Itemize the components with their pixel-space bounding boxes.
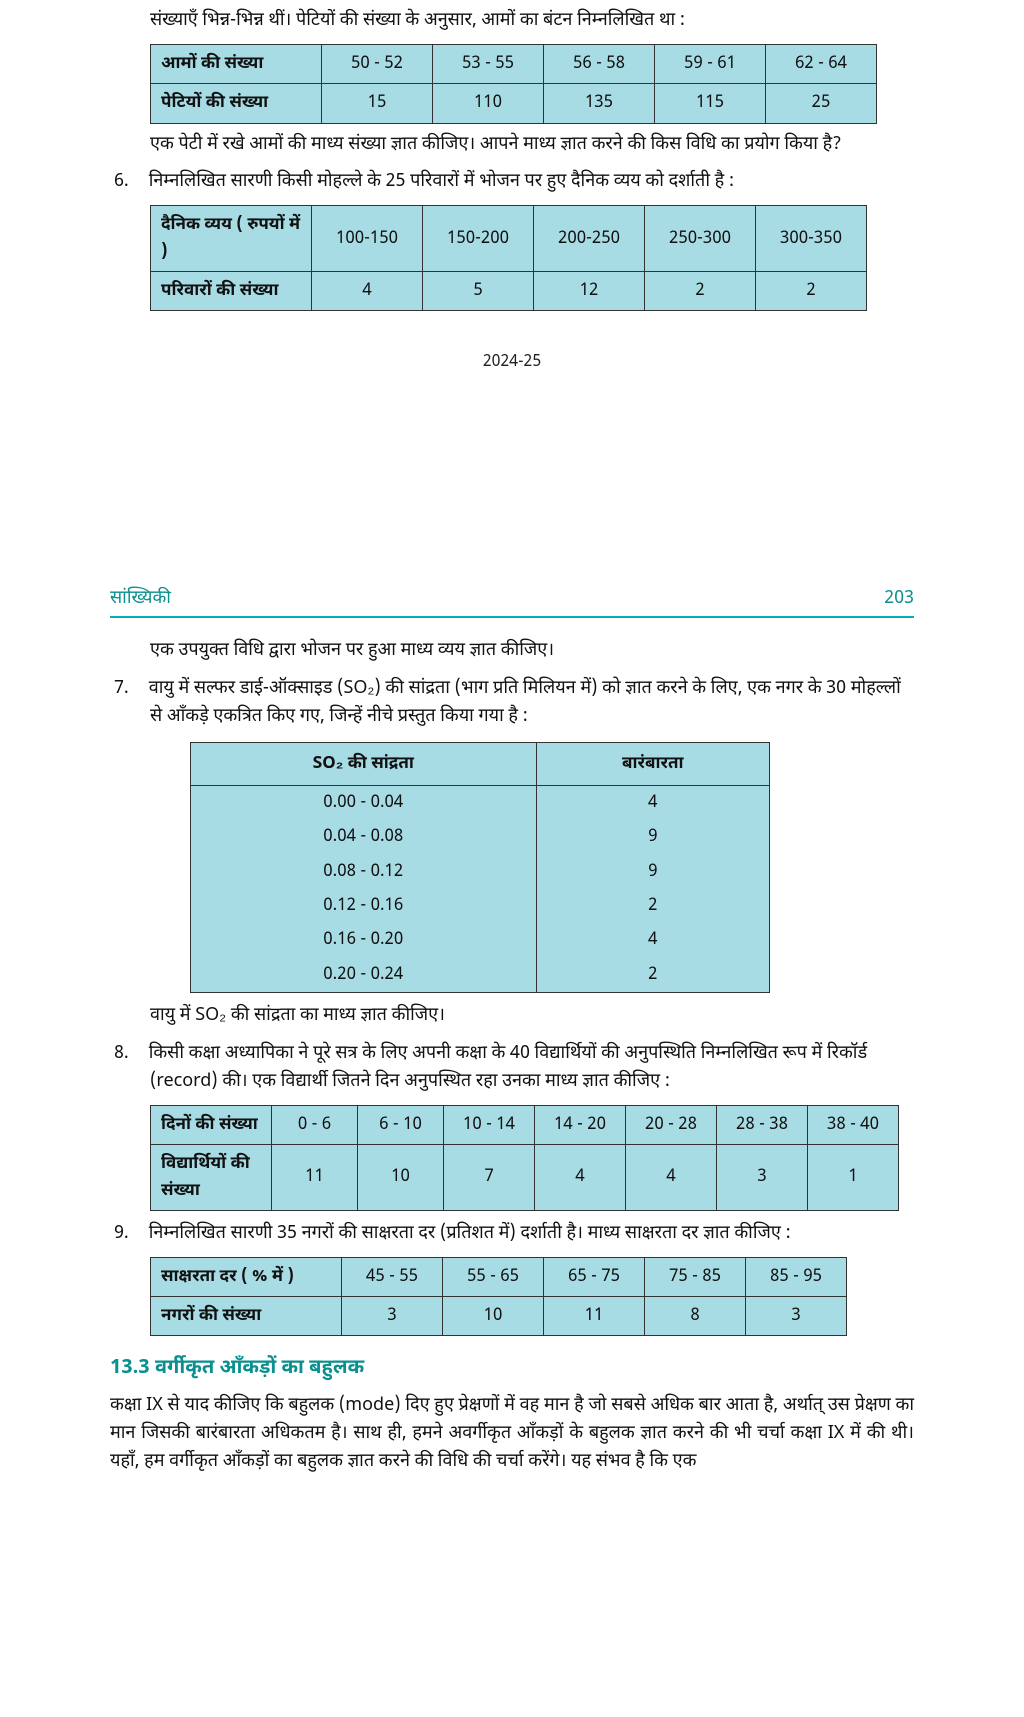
q9-number: 9.: [114, 1221, 144, 1249]
table-cell: 20 - 28: [626, 1105, 717, 1144]
table-cell: 7: [444, 1145, 535, 1211]
table-cell: 12: [534, 272, 645, 311]
q6-table: दैनिक व्यय ( रुपयों में ) 100-150 150-20…: [150, 205, 867, 311]
table-cell: 4: [312, 272, 423, 311]
q8-row1-head: दिनों की संख्या: [151, 1105, 272, 1144]
table-cell: 3: [746, 1297, 847, 1336]
table-cell: 28 - 38: [717, 1105, 808, 1144]
q6-number: 6.: [114, 169, 144, 197]
table-cell: 9: [536, 820, 769, 854]
q9-table: साक्षरता दर ( % में ) 45 - 55 55 - 65 65…: [150, 1257, 847, 1337]
table-cell: 45 - 55: [342, 1257, 443, 1296]
table-cell: 65 - 75: [544, 1257, 645, 1296]
table-cell: 0 - 6: [272, 1105, 358, 1144]
table-cell: 110: [433, 84, 544, 123]
q8-row2-head: विद्यार्थियों की संख्या: [151, 1145, 272, 1211]
header-right: 203: [884, 586, 914, 614]
table-cell: 4: [536, 786, 769, 821]
mango-row2-head: पेटियों की संख्या: [151, 84, 322, 123]
table-cell: 3: [342, 1297, 443, 1336]
table-cell: 11: [272, 1145, 358, 1211]
table-cell: 15: [322, 84, 433, 123]
page-header: सांख्यिकी 203: [110, 586, 914, 618]
table-cell: 150-200: [423, 206, 534, 272]
mango-row1-head: आमों की संख्या: [151, 44, 322, 83]
q6-row2-head: परिवारों की संख्या: [151, 272, 312, 311]
table-cell: 3: [717, 1145, 808, 1211]
q8-table: दिनों की संख्या 0 - 6 6 - 10 10 - 14 14 …: [150, 1105, 899, 1211]
mango-table: आमों की संख्या 50 - 52 53 - 55 56 - 58 5…: [150, 44, 877, 124]
table-cell: 10 - 14: [444, 1105, 535, 1144]
table-cell: 56 - 58: [544, 44, 655, 83]
table-cell: 53 - 55: [433, 44, 544, 83]
table-cell: 0.20 - 0.24: [191, 958, 537, 993]
table-cell: 4: [535, 1145, 626, 1211]
table-cell: 2: [645, 272, 756, 311]
table-cell: 0.08 - 0.12: [191, 855, 537, 889]
table-cell: 250-300: [645, 206, 756, 272]
table-cell: 0.00 - 0.04: [191, 786, 537, 821]
table-cell: 14 - 20: [535, 1105, 626, 1144]
table-cell: 75 - 85: [645, 1257, 746, 1296]
q6-after-text: एक उपयुक्त विधि द्वारा भोजन पर हुआ माध्य…: [150, 638, 914, 666]
q9-row2-head: नगरों की संख्या: [151, 1297, 342, 1336]
header-left: सांख्यिकी: [110, 586, 171, 614]
table-cell: 100-150: [312, 206, 423, 272]
q7-text: वायु में सल्फर डाई-ऑक्साइड (SO₂) की सांद…: [149, 678, 901, 729]
q8-number: 8.: [114, 1041, 144, 1069]
q7-head2: बारंबारता: [536, 742, 769, 785]
table-cell: 9: [536, 855, 769, 889]
q9-text: निम्नलिखित सारणी 35 नगरों की साक्षरता दर…: [149, 1223, 791, 1246]
q6-row1-head: दैनिक व्यय ( रुपयों में ): [151, 206, 312, 272]
table-cell: 11: [544, 1297, 645, 1336]
table-cell: 135: [544, 84, 655, 123]
table-cell: 5: [423, 272, 534, 311]
q7-head1: SO₂ की सांद्रता: [191, 742, 537, 785]
table-cell: 0.04 - 0.08: [191, 820, 537, 854]
table-cell: 200-250: [534, 206, 645, 272]
table-cell: 4: [626, 1145, 717, 1211]
table-cell: 6 - 10: [358, 1105, 444, 1144]
q7-number: 7.: [114, 676, 144, 704]
table-cell: 10: [443, 1297, 544, 1336]
table-cell: 85 - 95: [746, 1257, 847, 1296]
q9-row1-head: साक्षरता दर ( % में ): [151, 1257, 342, 1296]
table-cell: 62 - 64: [766, 44, 877, 83]
table-cell: 2: [536, 889, 769, 923]
q8-text: किसी कक्षा अध्यापिका ने पूरे सत्र के लिए…: [149, 1043, 867, 1094]
table-cell: 2: [536, 958, 769, 993]
table-cell: 4: [536, 923, 769, 957]
table-cell: 10: [358, 1145, 444, 1211]
table-cell: 25: [766, 84, 877, 123]
mango-after-text: एक पेटी में रखे आमों की माध्य संख्या ज्ञ…: [150, 132, 914, 160]
section-body: कक्षा IX से याद कीजिए कि बहुलक (mode) दि…: [110, 1393, 914, 1477]
q6-text: निम्नलिखित सारणी किसी मोहल्ले के 25 परिव…: [149, 171, 735, 194]
table-cell: 1: [808, 1145, 899, 1211]
table-cell: 0.16 - 0.20: [191, 923, 537, 957]
table-cell: 115: [655, 84, 766, 123]
table-cell: 55 - 65: [443, 1257, 544, 1296]
section-heading: 13.3 वर्गीकृत आँकड़ों का बहुलक: [110, 1354, 914, 1385]
table-cell: 38 - 40: [808, 1105, 899, 1144]
intro-text: संख्याएँ भिन्न-भिन्न थीं। पेटियों की संख…: [150, 8, 914, 36]
q7-after-text: वायु में SO₂ की सांद्रता का माध्य ज्ञात …: [150, 1003, 914, 1031]
table-cell: 0.12 - 0.16: [191, 889, 537, 923]
table-cell: 8: [645, 1297, 746, 1336]
table-cell: 59 - 61: [655, 44, 766, 83]
table-cell: 300-350: [756, 206, 867, 272]
footer-year: 2024-25: [110, 351, 914, 376]
q7-table: SO₂ की सांद्रता बारंबारता 0.00 - 0.044 0…: [190, 742, 770, 993]
table-cell: 50 - 52: [322, 44, 433, 83]
table-cell: 2: [756, 272, 867, 311]
